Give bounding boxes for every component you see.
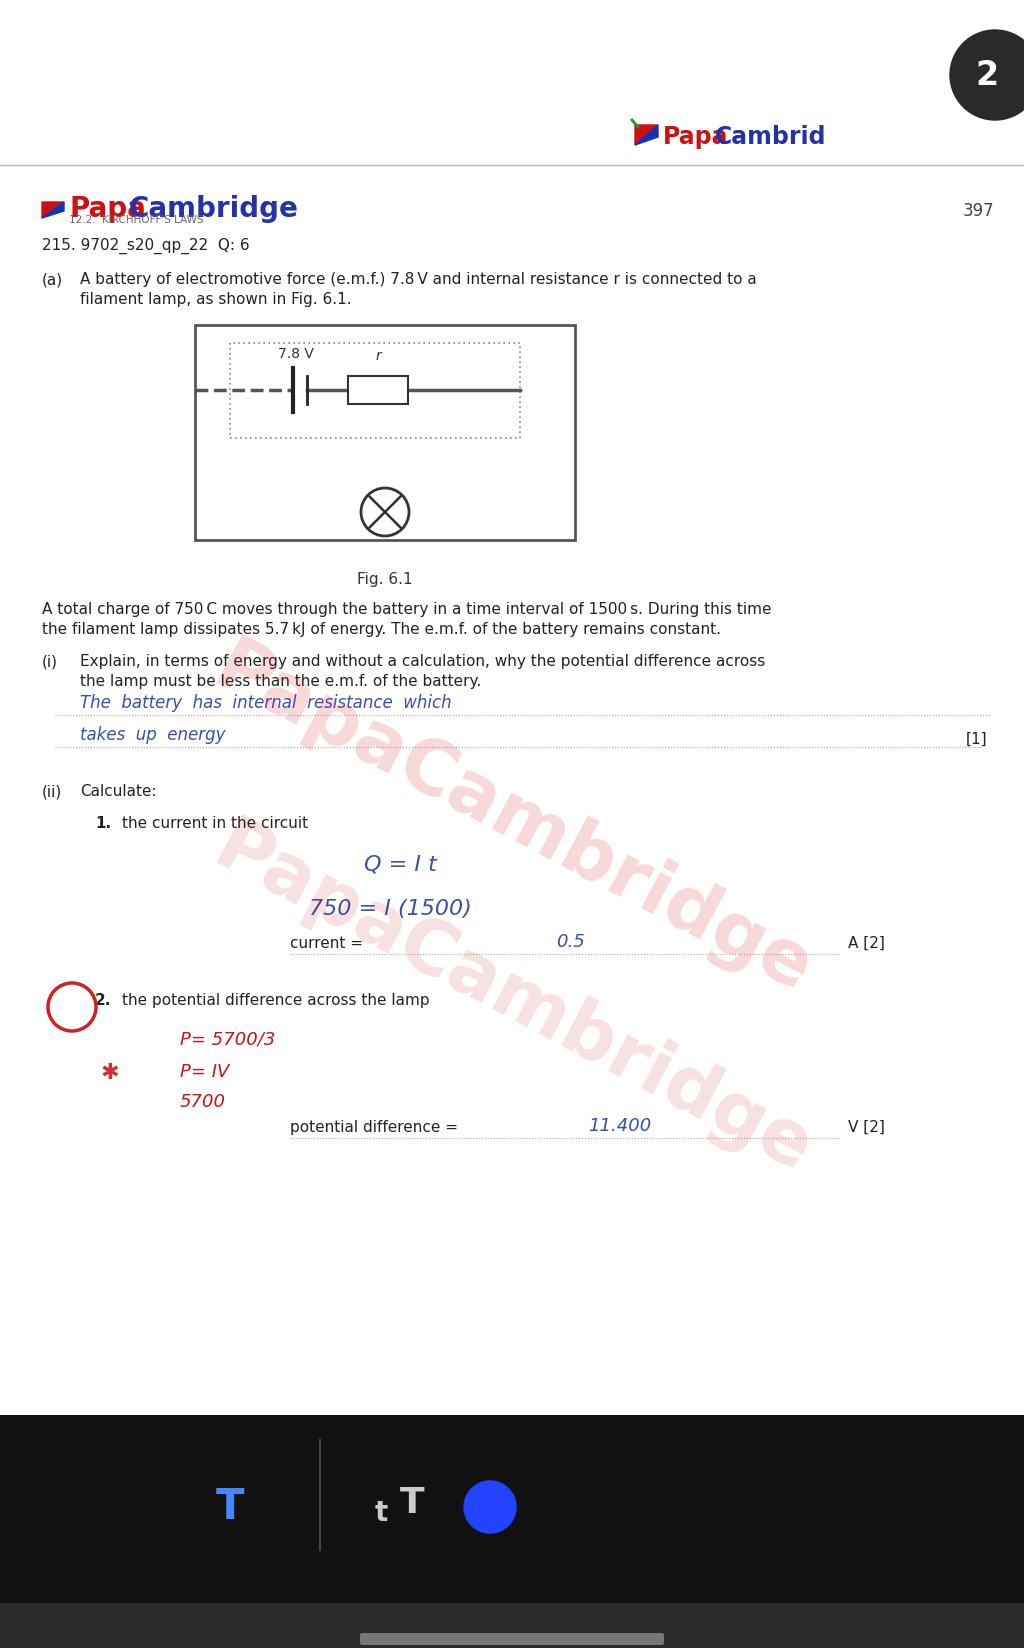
Text: A total charge of 750 C moves through the battery in a time interval of 1500 s. : A total charge of 750 C moves through th…	[42, 602, 771, 616]
Text: potential difference =: potential difference =	[290, 1121, 463, 1135]
Circle shape	[361, 488, 409, 536]
Polygon shape	[635, 125, 658, 145]
Text: r: r	[375, 349, 381, 363]
Bar	[230, 343, 520, 438]
Text: Cambrid: Cambrid	[715, 125, 826, 148]
Text: The  battery  has  internal  resistance  which: The battery has internal resistance whic…	[80, 694, 452, 712]
Text: 7.8 V: 7.8 V	[278, 348, 314, 361]
Text: A battery of electromotive force (e.m.f.) 7.8 V and internal resistance r is con: A battery of electromotive force (e.m.f.…	[80, 272, 757, 287]
Text: PapaCambridge: PapaCambridge	[201, 631, 823, 1009]
Text: the current in the circuit: the current in the circuit	[122, 816, 308, 831]
Text: Cambridge: Cambridge	[129, 194, 299, 222]
Text: A [2]: A [2]	[848, 936, 885, 951]
Text: [1]: [1]	[966, 732, 987, 747]
Bar	[0, 1416, 1024, 1648]
Bar	[0, 1604, 1024, 1648]
Text: T: T	[216, 1486, 245, 1528]
Text: filament lamp, as shown in Fig. 6.1.: filament lamp, as shown in Fig. 6.1.	[80, 292, 351, 307]
Text: 1.: 1.	[95, 816, 112, 831]
Circle shape	[950, 30, 1024, 120]
Polygon shape	[635, 125, 658, 145]
Text: the potential difference across the lamp: the potential difference across the lamp	[122, 994, 430, 1009]
Text: PapaCambridge: PapaCambridge	[201, 811, 823, 1188]
Polygon shape	[42, 203, 63, 218]
Text: 11.400: 11.400	[589, 1117, 651, 1135]
Text: Q = I t: Q = I t	[364, 854, 436, 873]
Bar	[195, 325, 575, 541]
Text: Fig. 6.1: Fig. 6.1	[357, 572, 413, 587]
Text: 12.2.  KIRCHHOFF'S LAWS: 12.2. KIRCHHOFF'S LAWS	[69, 214, 204, 226]
Text: 5700: 5700	[180, 1093, 226, 1111]
Text: 215. 9702_s20_qp_22  Q: 6: 215. 9702_s20_qp_22 Q: 6	[42, 237, 250, 254]
Text: the filament lamp dissipates 5.7 kJ of energy. The e.m.f. of the battery remains: the filament lamp dissipates 5.7 kJ of e…	[42, 621, 721, 638]
Text: P= 5700/3: P= 5700/3	[180, 1032, 275, 1050]
Text: (a): (a)	[42, 272, 63, 287]
FancyBboxPatch shape	[360, 1633, 664, 1645]
Bar	[348, 376, 408, 404]
Text: Papa: Papa	[663, 125, 728, 148]
Text: 750 = I (1500): 750 = I (1500)	[308, 900, 471, 920]
Text: 397: 397	[963, 203, 994, 219]
Text: current =: current =	[290, 936, 368, 951]
Text: ✱: ✱	[100, 1063, 120, 1083]
Text: the lamp must be less than the e.m.f. of the battery.: the lamp must be less than the e.m.f. of…	[80, 674, 481, 689]
Text: t: t	[375, 1500, 388, 1528]
Text: 0.5: 0.5	[556, 933, 585, 951]
Text: Papa: Papa	[69, 194, 145, 222]
Text: 2: 2	[976, 58, 998, 92]
Text: Explain, in terms of energy and without a calculation, why the potential differe: Explain, in terms of energy and without …	[80, 654, 765, 669]
Text: T: T	[400, 1486, 425, 1519]
Text: P= IV: P= IV	[180, 1063, 229, 1081]
Text: Calculate:: Calculate:	[80, 784, 157, 799]
Polygon shape	[42, 203, 63, 218]
Text: takes  up  energy: takes up energy	[80, 727, 225, 743]
Circle shape	[464, 1482, 516, 1533]
Text: (ii): (ii)	[42, 784, 62, 799]
Text: V [2]: V [2]	[848, 1121, 885, 1135]
Text: 2.: 2.	[95, 994, 112, 1009]
Text: (i): (i)	[42, 654, 58, 669]
